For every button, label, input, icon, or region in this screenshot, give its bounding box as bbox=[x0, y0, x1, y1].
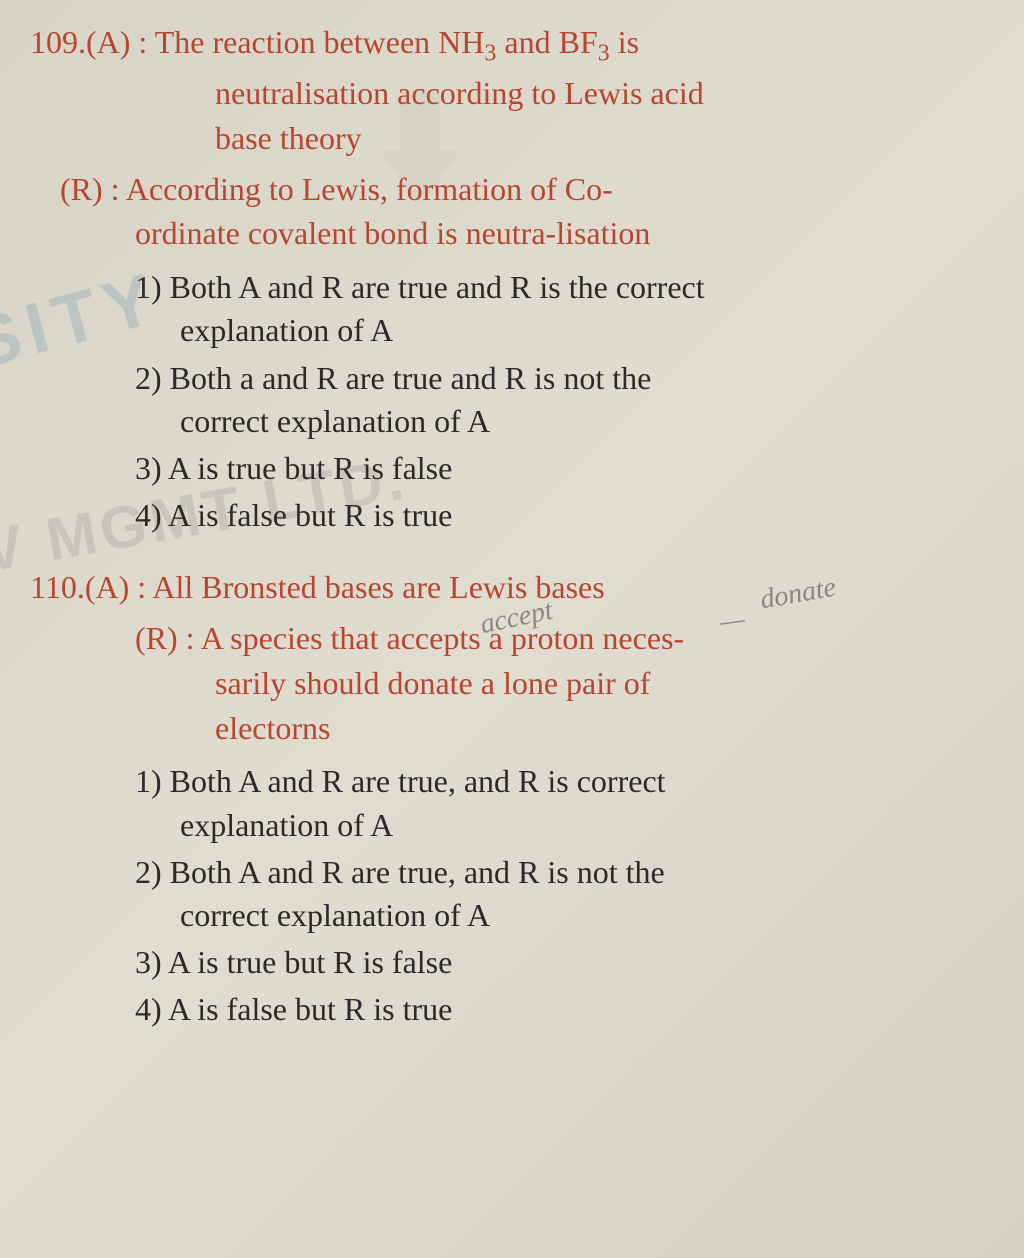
q109-opt2-line1: Both a and R are true and R is not the bbox=[170, 360, 652, 396]
q109-assertion-end: is bbox=[610, 24, 639, 60]
page-content: 109.(A) : The reaction between NH3 and B… bbox=[30, 20, 984, 1032]
q109-reason-line1: According to Lewis, formation of Co- bbox=[126, 171, 613, 207]
q110-opt2-line1: Both A and R are true, and R is not the bbox=[170, 854, 665, 890]
q110-opt4-text: A is false but R is true bbox=[168, 991, 452, 1027]
q110-reason-label: (R) : bbox=[135, 620, 195, 656]
q110-reason-line2: sarily should donate a lone pair of bbox=[215, 665, 650, 701]
q110-assertion-text: All Bronsted bases are Lewis bases bbox=[152, 569, 604, 605]
q109-opt4-num: 4) bbox=[135, 497, 162, 533]
q110-option-1: 1) Both A and R are true, and R is corre… bbox=[30, 760, 984, 846]
q110-assertion: 110.(A) : All Bronsted bases are Lewis b… bbox=[30, 565, 984, 610]
q109-option-3: 3) A is true but R is false bbox=[30, 447, 984, 490]
q109-assertion-line3: base theory bbox=[30, 116, 984, 161]
q110-opt3-text: A is true but R is false bbox=[168, 944, 452, 980]
q109-opt3-num: 3) bbox=[135, 450, 162, 486]
q110-opt1-num: 1) bbox=[135, 763, 162, 799]
q109-option-1: 1) Both A and R are true and R is the co… bbox=[30, 266, 984, 352]
q109-reason: (R) : According to Lewis, formation of C… bbox=[30, 167, 984, 257]
q109-opt4-text: A is false but R is true bbox=[168, 497, 452, 533]
q109-assertion-text1: The reaction between NH bbox=[155, 24, 485, 60]
q109-opt2-line2: correct explanation of A bbox=[180, 403, 490, 439]
q110-opt2-line2: correct explanation of A bbox=[180, 897, 490, 933]
q109-number: 109. bbox=[30, 24, 86, 60]
q109-option-2: 2) Both a and R are true and R is not th… bbox=[30, 357, 984, 443]
q110-opt2-num: 2) bbox=[135, 854, 162, 890]
q110-reason: (R) : A species that accepts a proton ne… bbox=[30, 616, 984, 750]
q109-reason-line2: ordinate covalent bond is neutra-lisatio… bbox=[135, 215, 650, 251]
q109-opt1-num: 1) bbox=[135, 269, 162, 305]
q110-opt4-num: 4) bbox=[135, 991, 162, 1027]
q109-opt1-line2: explanation of A bbox=[180, 312, 393, 348]
q109-assertion-label: (A) : bbox=[86, 24, 147, 60]
q109-opt3-text: A is true but R is false bbox=[168, 450, 452, 486]
q109-sub1: 3 bbox=[484, 40, 496, 66]
question-110: 110.(A) : All Bronsted bases are Lewis b… bbox=[30, 565, 984, 1031]
q109-opt1-line1: Both A and R are true and R is the corre… bbox=[170, 269, 705, 305]
q110-opt3-num: 3) bbox=[135, 944, 162, 980]
q110-opt1-line2: explanation of A bbox=[180, 807, 393, 843]
q109-assertion: 109.(A) : The reaction between NH3 and B… bbox=[30, 20, 984, 161]
q110-reason-line1: A species that accepts a proton neces- bbox=[201, 620, 684, 656]
q109-sub2: 3 bbox=[598, 40, 610, 66]
q110-opt1-line1: Both A and R are true, and R is correct bbox=[170, 763, 666, 799]
q109-option-4: 4) A is false but R is true bbox=[30, 494, 984, 537]
q110-reason-line3: electorns bbox=[215, 710, 331, 746]
q109-assertion-line2: neutralisation according to Lewis acid bbox=[30, 71, 984, 116]
q110-assertion-label: (A) : bbox=[85, 569, 146, 605]
question-109: 109.(A) : The reaction between NH3 and B… bbox=[30, 20, 984, 537]
q110-option-2: 2) Both A and R are true, and R is not t… bbox=[30, 851, 984, 937]
q110-option-3: 3) A is true but R is false bbox=[30, 941, 984, 984]
q109-assertion-mid: and BF bbox=[496, 24, 597, 60]
q109-reason-label: (R) : bbox=[60, 171, 120, 207]
q109-opt2-num: 2) bbox=[135, 360, 162, 396]
q110-option-4: 4) A is false but R is true bbox=[30, 988, 984, 1031]
q110-number: 110. bbox=[30, 569, 85, 605]
